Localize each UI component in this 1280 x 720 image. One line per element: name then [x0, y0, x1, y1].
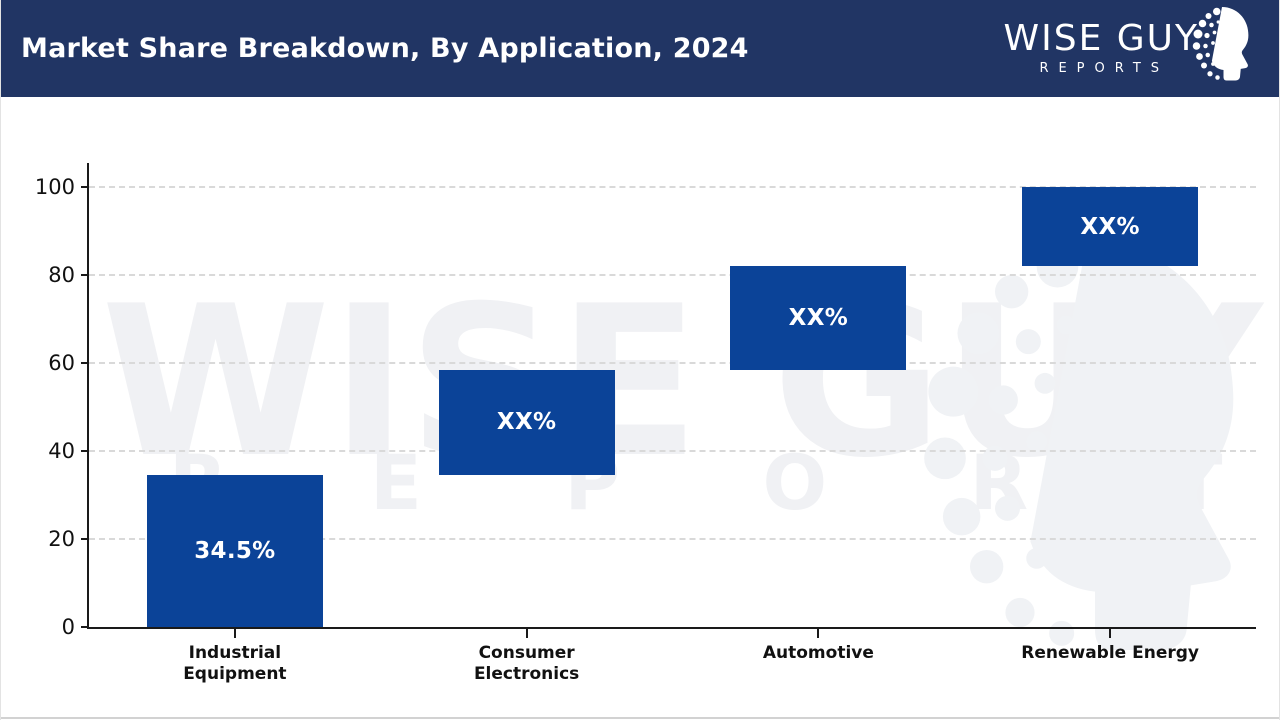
y-tick-mark — [81, 274, 89, 276]
y-tick-mark — [81, 538, 89, 540]
y-tick-mark — [81, 450, 89, 452]
bar-value-label: 34.5% — [194, 538, 276, 565]
x-tick-mark — [233, 629, 236, 638]
y-tick-label: 100 — [34, 175, 75, 199]
x-tick-mark — [1109, 629, 1112, 638]
bar-segment: XX% — [1022, 187, 1199, 267]
header-bar: Market Share Breakdown, By Application, … — [1, 0, 1279, 97]
bar-value-label: XX% — [496, 409, 557, 436]
y-gridline — [89, 450, 1256, 452]
bar-segment: XX% — [730, 266, 907, 370]
x-category-label: Renewable Energy — [1021, 643, 1199, 664]
x-category-label-line: Automotive — [762, 643, 874, 663]
x-axis-line — [87, 627, 1256, 629]
x-category-label-line: Consumer — [478, 643, 575, 663]
y-tick-label: 0 — [61, 615, 75, 639]
x-category-label-line: Industrial — [188, 643, 282, 663]
chart-area: WISE GUY R E P O R T S 02040608010034.5%… — [1, 97, 1279, 718]
y-tick-label: 40 — [48, 439, 75, 463]
y-tick-label: 20 — [48, 527, 75, 551]
bar-segment: XX% — [438, 369, 615, 476]
y-axis-line — [87, 163, 89, 629]
logo-brand-text: WISE GUY — [1003, 18, 1199, 59]
y-tick-label: 80 — [48, 263, 75, 287]
brand-logo-text: WISE GUY REPORTS — [1003, 18, 1200, 77]
bottom-divider — [1, 717, 1279, 719]
y-gridline — [89, 362, 1256, 364]
x-tick-mark — [525, 629, 528, 638]
x-category-label-line: Renewable Energy — [1021, 643, 1200, 663]
x-category-label-line: Electronics — [473, 664, 580, 685]
bar-value-label: XX% — [1080, 213, 1140, 240]
x-category-label: Industrial Equipment — [183, 643, 286, 686]
bar-value-label: XX% — [788, 304, 849, 331]
y-gridline — [89, 186, 1256, 188]
x-category-label: Automotive — [763, 643, 874, 664]
x-category-label: Consumer Electronics — [474, 643, 579, 686]
bar-segment: 34.5% — [146, 475, 323, 627]
logo-sub-text: REPORTS — [1039, 61, 1170, 76]
y-gridline — [89, 274, 1256, 276]
y-tick-label: 60 — [48, 351, 75, 375]
y-tick-mark — [81, 186, 89, 188]
x-category-label-line: Equipment — [183, 664, 287, 685]
x-tick-mark — [817, 629, 820, 638]
page-title: Market Share Breakdown, By Application, … — [21, 33, 749, 64]
y-tick-mark — [81, 362, 89, 364]
brand-logo: WISE GUY REPORTS — [1004, 4, 1266, 94]
plot: 0 20 40 60 80 100 34.5% Industrial Equipment XX% C… — [1, 97, 1279, 718]
y-tick-mark — [81, 626, 89, 628]
y-gridline — [89, 538, 1256, 540]
